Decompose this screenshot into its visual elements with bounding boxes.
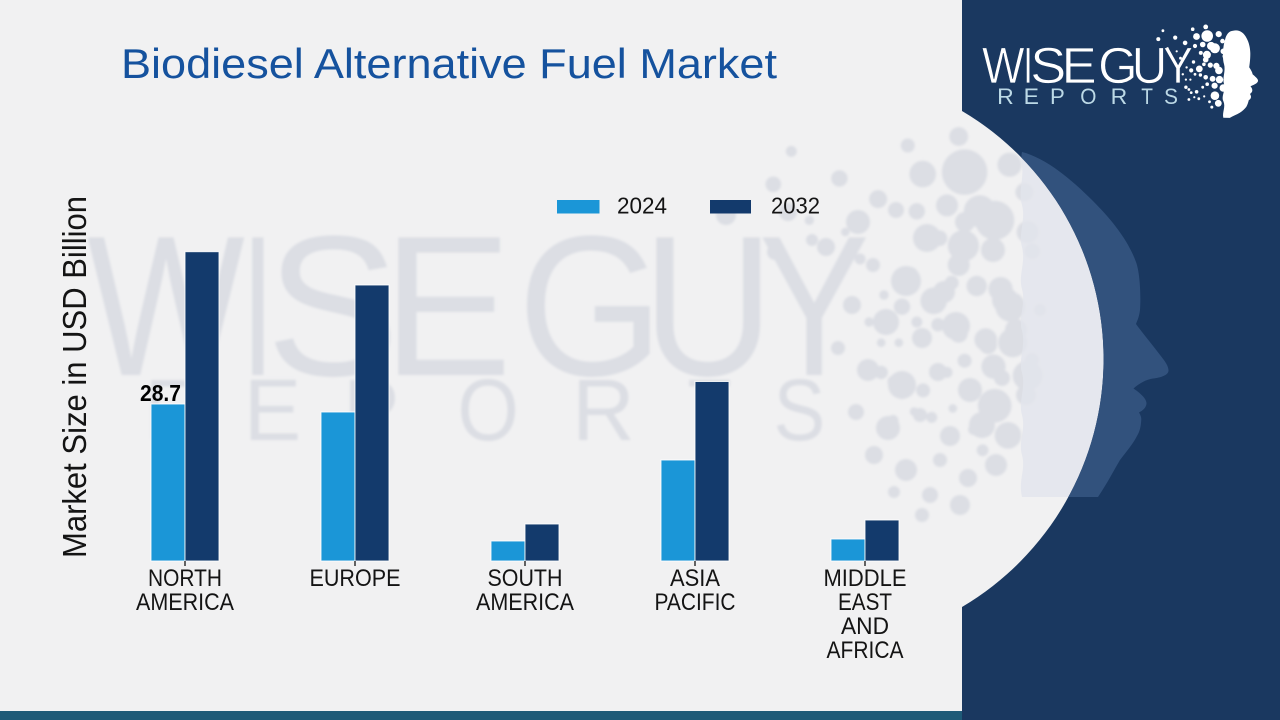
svg-text:2024: 2024 (617, 193, 667, 219)
svg-text:Biodiesel Alternative Fuel Mar: Biodiesel Alternative Fuel Market (121, 40, 777, 87)
svg-text:2032: 2032 (771, 193, 820, 219)
svg-text:PACIFIC: PACIFIC (655, 589, 736, 616)
svg-text:SOUTH: SOUTH (488, 565, 563, 592)
svg-text:ASIA: ASIA (670, 565, 721, 592)
svg-text:AMERICA: AMERICA (476, 589, 575, 616)
svg-text:EAST: EAST (838, 589, 892, 616)
svg-text:NORTH: NORTH (148, 565, 222, 592)
svg-text:WISEGUY: WISEGUY (87, 195, 870, 418)
svg-text:AND: AND (841, 613, 889, 640)
svg-text:WISEGUY: WISEGUY (982, 37, 1193, 94)
svg-text:28.7: 28.7 (140, 380, 181, 406)
svg-text:AMERICA: AMERICA (136, 589, 235, 616)
svg-text:MIDDLE: MIDDLE (824, 565, 907, 592)
svg-text:Market Size in USD Billion: Market Size in USD Billion (57, 196, 94, 558)
svg-text:AFRICA: AFRICA (827, 637, 905, 664)
svg-text:EUROPE: EUROPE (310, 565, 401, 592)
